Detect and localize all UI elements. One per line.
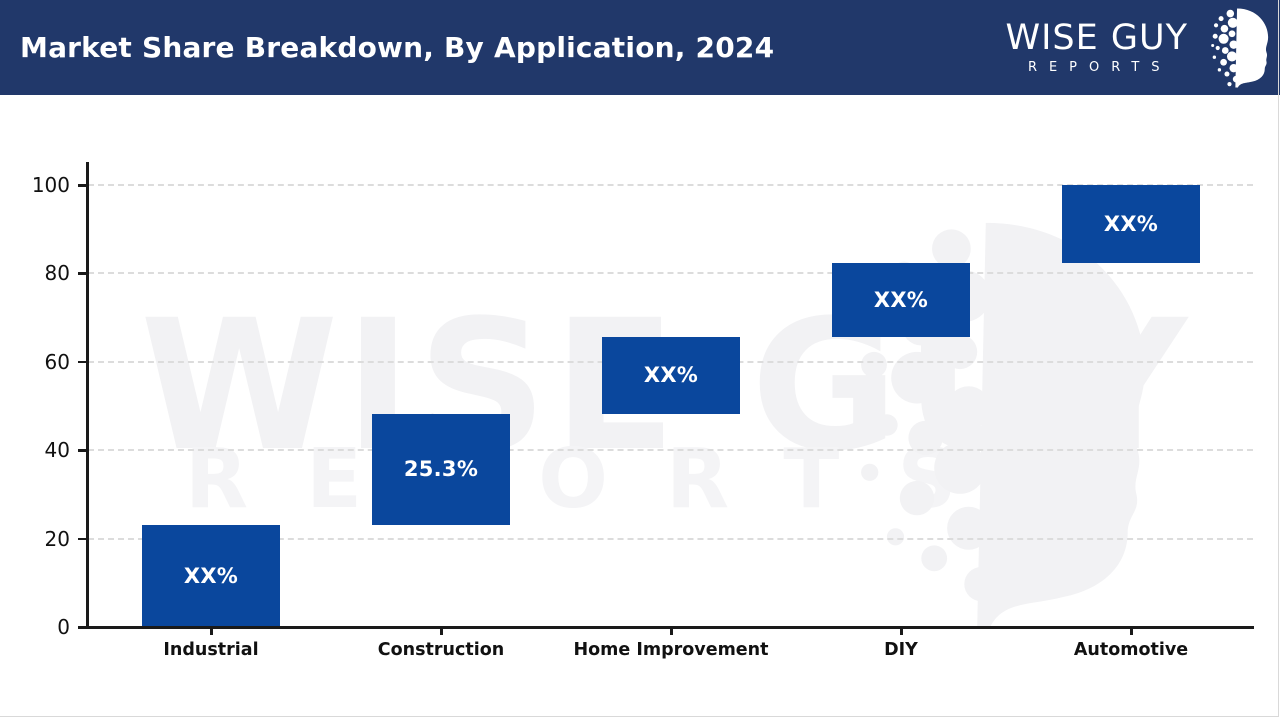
x-tick-mark	[900, 627, 903, 635]
x-axis-label-automotive: Automotive	[1073, 640, 1189, 660]
bar-home-improvement: XX%	[602, 337, 740, 414]
y-tick-label-20: 20	[44, 526, 70, 551]
gridline-40	[88, 449, 1253, 452]
y-tick-label-40: 40	[44, 438, 70, 463]
bar-value-label: XX%	[183, 564, 239, 589]
x-tick-mark	[210, 627, 213, 635]
y-tick-mark	[78, 449, 86, 452]
plot-area: 0 20 40 60 80 100 XX% Industrial 25.3% Constructi…	[0, 95, 1280, 720]
x-axis-label-construction: Construction	[377, 640, 505, 660]
y-tick-label-80: 80	[44, 261, 70, 286]
bar-value-label: XX%	[873, 288, 929, 313]
y-tick-mark	[78, 537, 86, 541]
x-tick-mark	[1130, 627, 1133, 635]
logo-reports-text: REPORTS	[1027, 60, 1172, 75]
y-tick-mark	[78, 184, 86, 187]
x-axis-label-home-improvement: Home Improvement	[573, 640, 769, 660]
gridline-100	[88, 184, 1253, 186]
y-tick-label-60: 60	[44, 349, 70, 374]
y-tick-mark	[78, 626, 86, 629]
header-banner: Market Share Breakdown, By Application, …	[0, 0, 1280, 95]
y-axis-line	[86, 162, 89, 629]
y-tick-label-0: 0	[57, 615, 70, 639]
gridline-80	[88, 272, 1253, 275]
y-tick-mark	[78, 360, 86, 364]
gridline-20	[88, 537, 1253, 540]
bar-value-label: XX%	[1103, 211, 1159, 236]
x-axis-label-industrial: Industrial	[163, 640, 259, 660]
y-tick-mark	[78, 272, 86, 275]
wiseguy-head-icon	[1211, 8, 1269, 87]
bar-automotive: XX%	[1062, 185, 1200, 263]
bar-value-label: 25.3%	[403, 457, 479, 482]
bar-construction: 25.3%	[372, 413, 510, 526]
x-tick-mark	[440, 627, 443, 635]
x-tick-mark	[670, 627, 673, 635]
watermark-reports-text: REPORTS	[185, 432, 1015, 527]
y-tick-label-100: 100	[31, 173, 70, 197]
logo-wiseguy-text: WISE GUY	[1005, 18, 1188, 58]
chart-title: Market Share Breakdown, By Application, …	[20, 31, 775, 64]
wise-guy-reports-logo: WISE GUY REPORTS	[1005, 0, 1280, 95]
bar-industrial: XX%	[142, 525, 280, 627]
x-axis-label-diy: DIY	[884, 640, 918, 660]
bar-diy: XX%	[832, 262, 970, 338]
bar-value-label: XX%	[643, 363, 699, 388]
logo-wordmark: WISE GUY REPORTS	[1005, 18, 1188, 75]
